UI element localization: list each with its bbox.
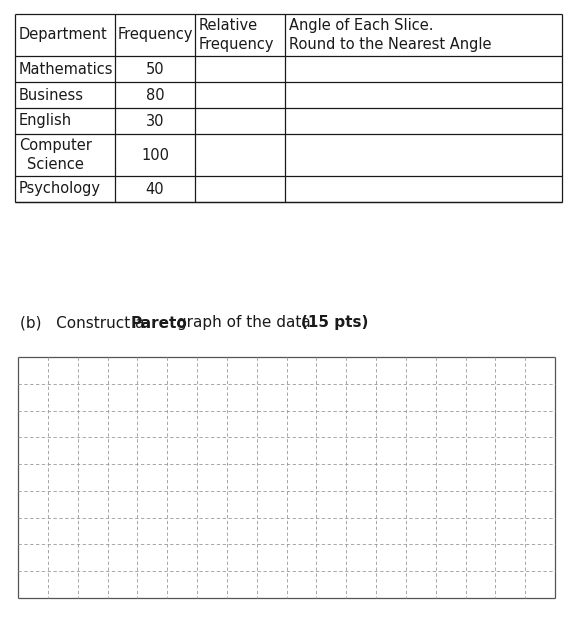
Text: Pareto: Pareto <box>131 316 188 330</box>
Text: 40: 40 <box>146 182 164 196</box>
Text: 100: 100 <box>141 147 169 163</box>
Text: Computer
Science: Computer Science <box>19 138 92 172</box>
Text: Frequency: Frequency <box>117 27 193 43</box>
Text: Angle of Each Slice.
Round to the Nearest Angle: Angle of Each Slice. Round to the Neares… <box>289 18 492 52</box>
Text: (15 pts): (15 pts) <box>300 316 368 330</box>
Text: 80: 80 <box>146 88 164 102</box>
Text: 30: 30 <box>146 114 164 128</box>
Text: Psychology: Psychology <box>19 182 101 196</box>
Text: Department: Department <box>19 27 107 43</box>
Text: Mathematics: Mathematics <box>19 62 113 76</box>
Text: graph of the data.: graph of the data. <box>171 316 325 330</box>
Text: English: English <box>19 114 72 128</box>
Text: Relative
Frequency: Relative Frequency <box>199 18 274 52</box>
Text: (b)   Construct a: (b) Construct a <box>20 316 149 330</box>
Text: 50: 50 <box>146 62 164 76</box>
Text: Business: Business <box>19 88 84 102</box>
